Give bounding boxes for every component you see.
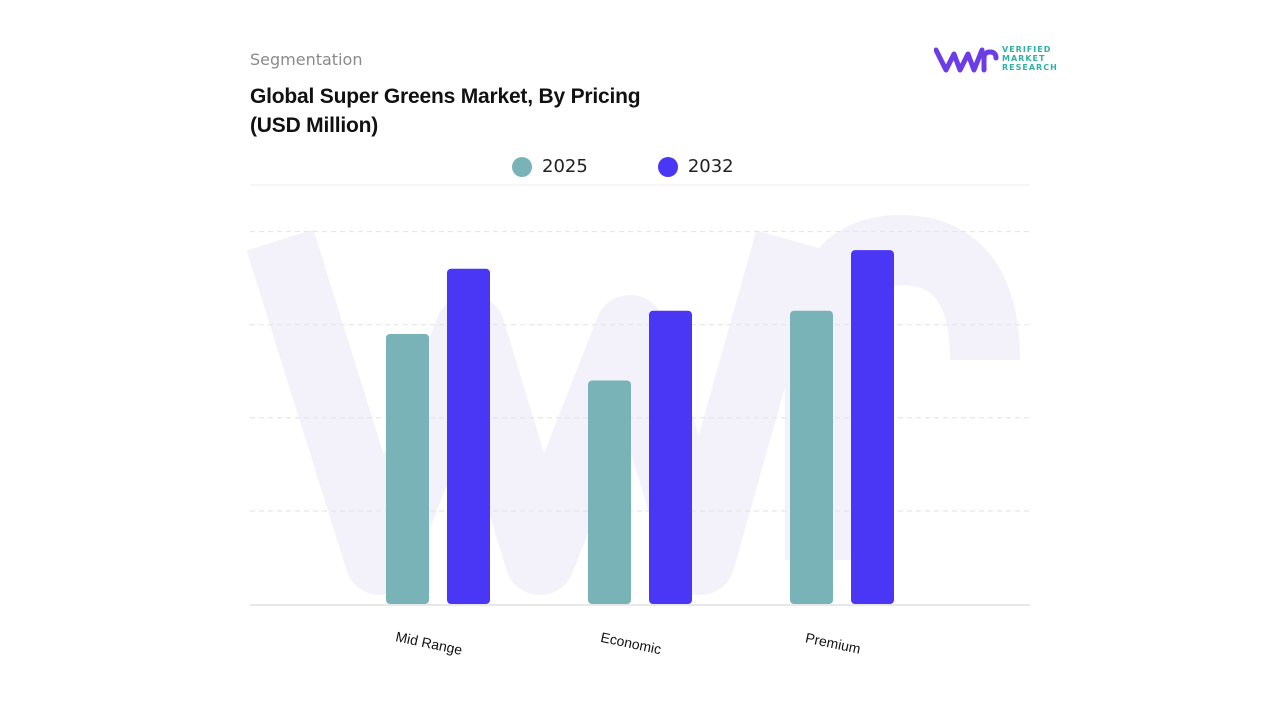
logo-wordmark: VERIFIED MARKET RESEARCH [1002,45,1058,72]
legend-swatch-2025 [512,156,532,177]
logo-line-1: VERIFIED [1002,45,1052,54]
chart-title: Global Super Greens Market, By Pricing (… [250,85,641,137]
legend-item-2025: 2025 [512,156,588,177]
bar-mid-range-2025 [386,333,429,604]
logo-line-3: RESEARCH [1002,63,1058,72]
legend-label-2025: 2025 [542,156,588,177]
legend-label-2032: 2032 [687,156,734,177]
x-tick-label-mid-range: Mid Range [394,628,464,658]
legend-item-2032: 2032 [657,156,734,177]
legend-swatch-2032 [657,156,678,177]
vmr-logo-icon [934,47,999,73]
x-tick-label-premium: Premium [804,629,862,656]
bar-economic-2032 [649,310,692,604]
bar-mid-range-2032 [447,268,490,604]
bar-premium-2032 [851,250,894,604]
logo-line-2: MARKET [1002,54,1046,63]
segmentation-label: Segmentation [250,50,363,69]
bar-premium-2025 [790,310,833,604]
bar-economic-2025 [588,380,631,604]
x-tick-label-economic: Economic [599,629,662,657]
chart-legend: 2025 2032 [512,156,804,177]
